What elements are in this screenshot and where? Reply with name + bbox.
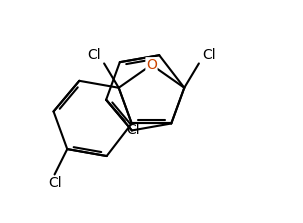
Text: Cl: Cl [202,48,216,62]
Text: Cl: Cl [48,176,62,190]
Text: Cl: Cl [126,123,140,137]
Text: Cl: Cl [87,48,101,62]
Text: O: O [146,58,157,72]
